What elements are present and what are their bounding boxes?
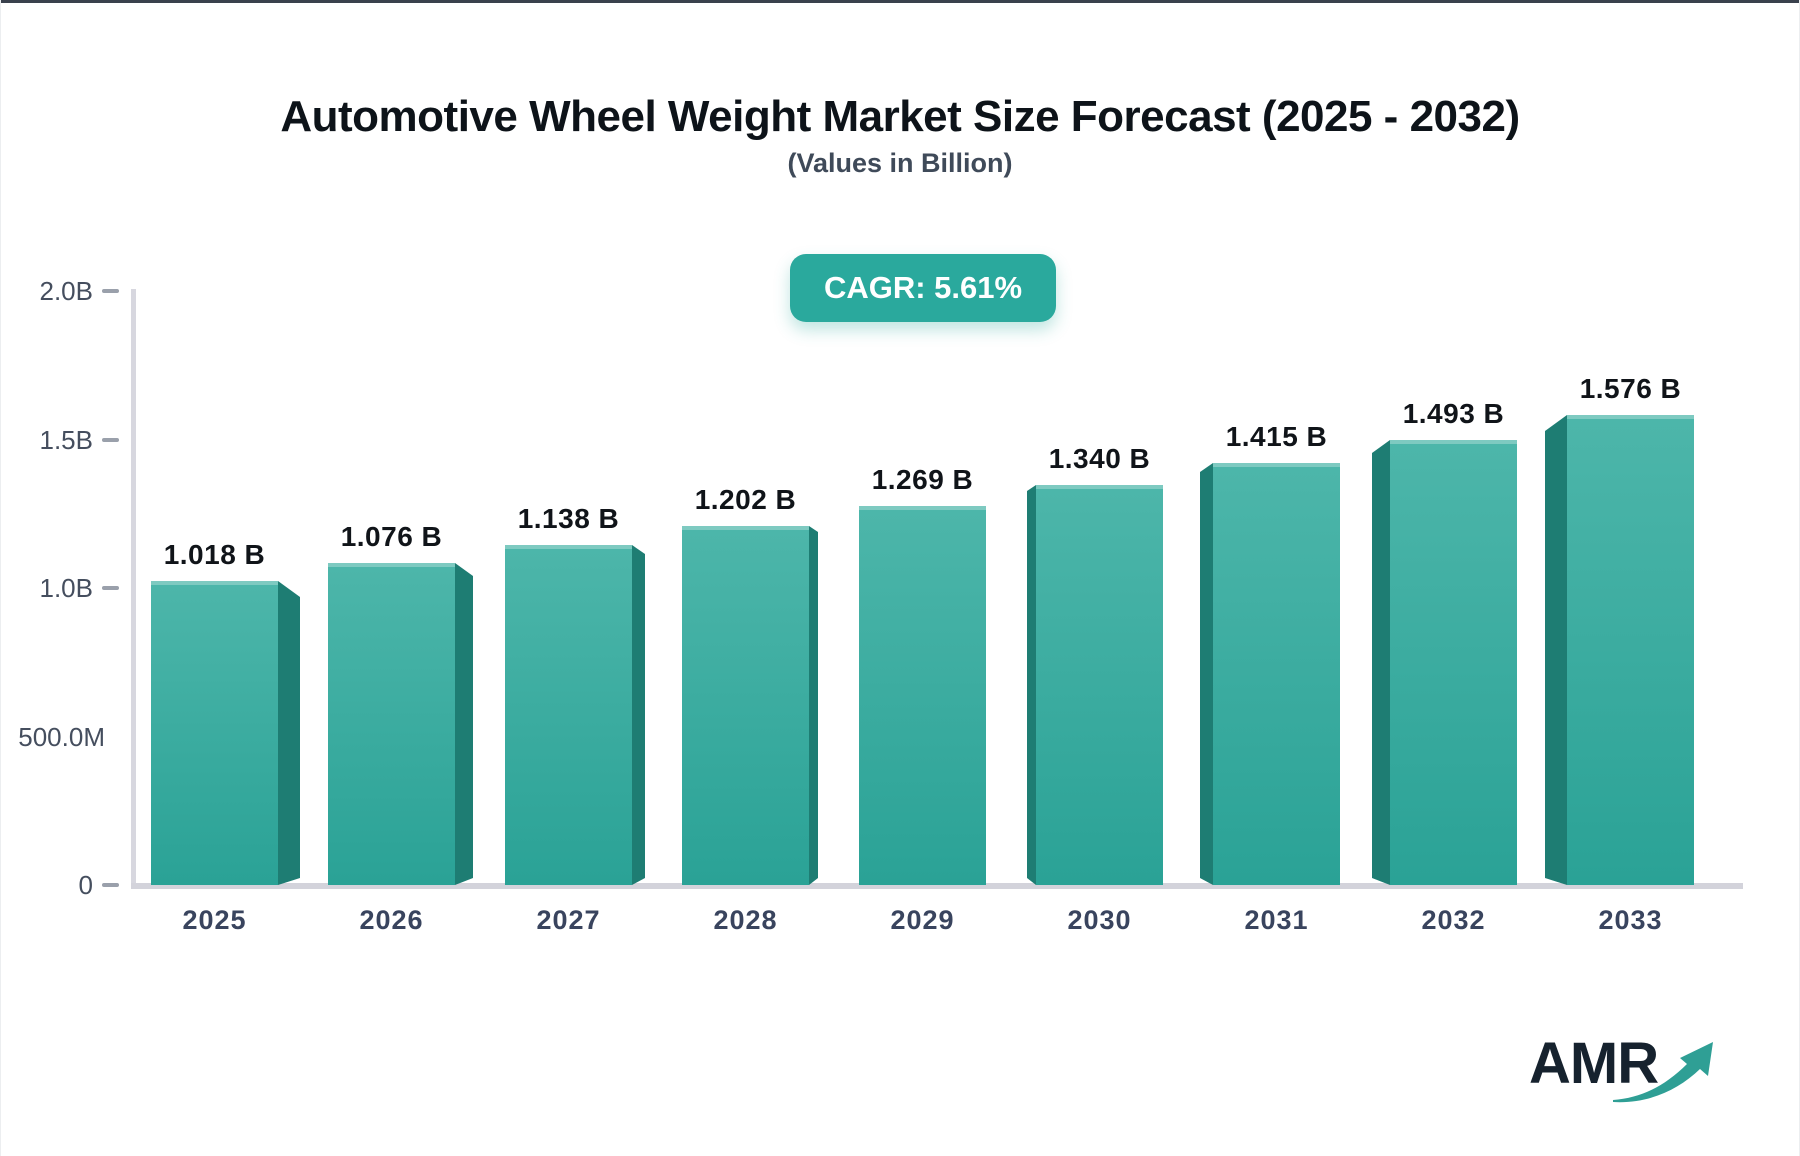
bar-2025[interactable] — [151, 581, 278, 885]
bar-front-face — [1390, 440, 1517, 885]
bar-2032[interactable] — [1390, 440, 1517, 885]
bar-side-face — [1200, 463, 1213, 885]
bar-value-label: 1.138 B — [517, 503, 620, 534]
bar-side-face — [1372, 440, 1390, 885]
chart-title: Automotive Wheel Weight Market Size Fore… — [280, 92, 1520, 141]
x-tick-label: 2031 — [1244, 905, 1309, 935]
cagr-label: CAGR: 5.61% — [823, 270, 1023, 305]
bar-front-face — [328, 563, 455, 885]
bar-2033[interactable] — [1567, 415, 1694, 885]
bar-front-face — [859, 506, 986, 885]
bar-side-face — [1545, 415, 1567, 885]
bar-2030[interactable] — [1036, 485, 1163, 885]
y-tick-mark — [102, 883, 119, 887]
x-axis-line — [131, 883, 1743, 889]
page-top-edge — [1, 0, 1799, 3]
bar-front-face — [1567, 415, 1694, 885]
y-tick-mark — [102, 289, 119, 293]
bar-value-label: 1.493 B — [1402, 398, 1505, 429]
bar-value-label: 1.018 B — [163, 539, 266, 570]
amr-logo: AMR — [1529, 1030, 1719, 1110]
y-tick-label: 1.5B — [39, 424, 94, 455]
chart-subtitle: (Values in Billion) — [787, 148, 1013, 178]
amr-logo-text: AMR — [1529, 1031, 1659, 1096]
bar-2026[interactable] — [328, 563, 455, 885]
bar-2027[interactable] — [505, 545, 632, 885]
bar-side-face — [809, 526, 818, 885]
x-tick-label: 2028 — [713, 905, 778, 935]
bar-value-label: 1.076 B — [340, 521, 443, 552]
bar-value-label: 1.576 B — [1579, 373, 1682, 404]
bar-front-face — [1213, 463, 1340, 885]
bar-value-label: 1.202 B — [694, 484, 797, 515]
bar-front-face — [1036, 485, 1163, 885]
y-tick-mark — [102, 586, 119, 590]
trend-arrow-icon — [1613, 1042, 1713, 1103]
y-tick-label: 0 — [78, 870, 93, 900]
bar-front-face — [151, 581, 278, 885]
bar-2029[interactable] — [859, 506, 986, 885]
bar-value-label: 1.340 B — [1048, 443, 1151, 474]
y-axis-line — [131, 289, 136, 885]
y-tick-label: 1.0B — [39, 573, 94, 603]
x-tick-label: 2033 — [1598, 905, 1663, 935]
bar-side-face — [632, 545, 645, 885]
x-tick-label: 2029 — [890, 905, 955, 935]
bar-value-label: 1.415 B — [1225, 421, 1328, 452]
y-tick-mark — [102, 437, 119, 442]
y-tick-label: 2.0B — [39, 276, 94, 306]
bar-value-label: 1.269 B — [871, 464, 974, 495]
bar-2031[interactable] — [1213, 463, 1340, 885]
bar-side-face — [1027, 485, 1036, 885]
bar-front-face — [505, 545, 632, 885]
x-tick-label: 2032 — [1421, 905, 1486, 935]
x-tick-label: 2027 — [536, 905, 601, 935]
bar-front-face — [682, 526, 809, 885]
bar-side-face — [278, 581, 300, 885]
bar-side-face — [455, 563, 473, 885]
x-tick-label: 2026 — [359, 905, 424, 935]
bar-2028[interactable] — [682, 526, 809, 885]
y-tick-label: 500.0M — [18, 721, 105, 752]
x-tick-label: 2025 — [182, 905, 247, 935]
cagr-badge: CAGR: 5.61% — [790, 254, 1056, 322]
x-tick-label: 2030 — [1067, 905, 1132, 935]
